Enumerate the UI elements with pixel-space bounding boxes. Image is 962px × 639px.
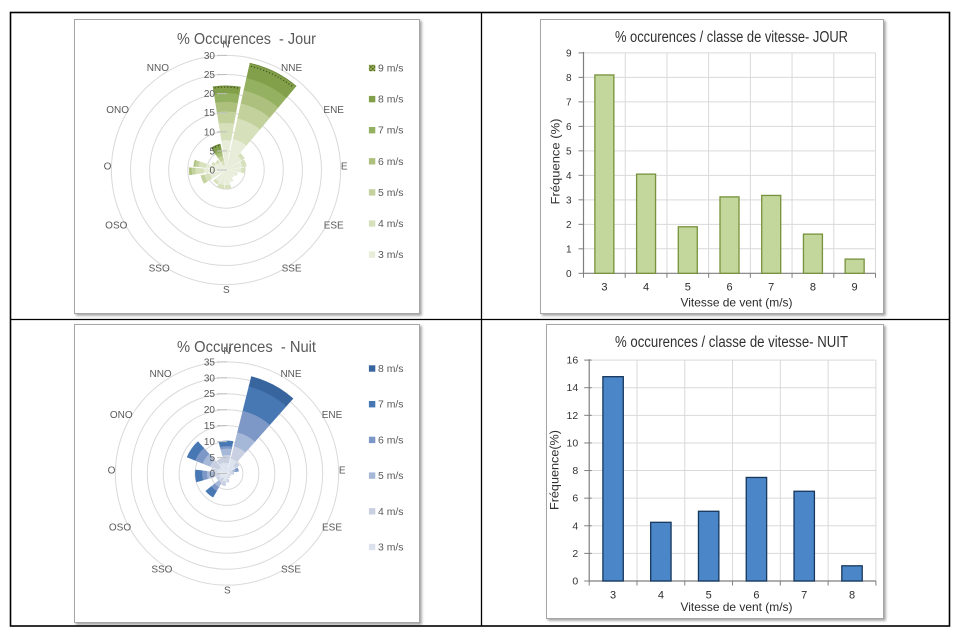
svg-text:4: 4 (572, 520, 578, 532)
svg-text:6: 6 (753, 590, 759, 602)
svg-text:N: N (222, 39, 229, 50)
svg-text:SSE: SSE (281, 564, 301, 575)
svg-text:8: 8 (572, 465, 578, 477)
svg-text:9: 9 (566, 48, 572, 59)
svg-text:% Occurences - Nuit: % Occurences - Nuit (177, 339, 317, 356)
svg-text:ENE: ENE (323, 105, 344, 116)
svg-text:3: 3 (601, 282, 607, 294)
svg-text:2: 2 (572, 548, 578, 560)
svg-text:4 m/s: 4 m/s (378, 507, 404, 518)
svg-text:20: 20 (204, 405, 216, 416)
svg-text:25: 25 (204, 70, 216, 81)
svg-text:E: E (339, 465, 346, 476)
svg-text:N: N (223, 346, 230, 357)
svg-text:Fréquence (%): Fréquence (%) (551, 118, 563, 204)
svg-text:ONO: ONO (110, 410, 133, 421)
svg-text:% occurences / classe de vites: % occurences / classe de vitesse- JOUR (615, 29, 848, 46)
svg-text:5 m/s: 5 m/s (378, 471, 404, 482)
svg-text:% Occurences - Jour: % Occurences - Jour (177, 31, 317, 48)
svg-text:9 m/s: 9 m/s (378, 64, 404, 75)
svg-text:5: 5 (209, 453, 215, 464)
svg-text:% occurences / classe de vites: % occurences / classe de vitesse- NUIT (615, 334, 848, 351)
svg-text:S: S (224, 585, 231, 596)
svg-text:6: 6 (572, 493, 578, 505)
svg-text:9: 9 (852, 282, 858, 294)
svg-text:6: 6 (726, 282, 732, 294)
svg-text:0: 0 (209, 166, 215, 177)
svg-text:E: E (341, 162, 348, 173)
svg-text:6 m/s: 6 m/s (378, 157, 404, 168)
svg-text:0: 0 (209, 469, 215, 480)
svg-text:SSO: SSO (151, 564, 172, 575)
svg-text:4: 4 (658, 590, 664, 602)
svg-text:8: 8 (810, 282, 816, 294)
svg-text:NNE: NNE (280, 369, 301, 380)
svg-text:2: 2 (566, 220, 572, 231)
svg-text:7: 7 (566, 97, 572, 108)
svg-text:7: 7 (768, 282, 774, 294)
svg-text:OSO: OSO (105, 220, 127, 231)
svg-text:3 m/s: 3 m/s (378, 250, 404, 261)
svg-text:10: 10 (204, 437, 216, 448)
svg-text:7 m/s: 7 m/s (378, 400, 404, 411)
svg-text:16: 16 (567, 355, 579, 367)
svg-text:Vitesse de vent (m/s): Vitesse de vent (m/s) (681, 296, 793, 310)
svg-text:4: 4 (566, 171, 572, 182)
svg-text:OSO: OSO (109, 523, 131, 534)
svg-text:Vitesse de vent (m/s): Vitesse de vent (m/s) (681, 600, 793, 614)
svg-text:14: 14 (567, 382, 579, 394)
svg-text:15: 15 (204, 108, 216, 119)
svg-text:15: 15 (204, 421, 216, 432)
svg-text:SSO: SSO (149, 263, 170, 274)
svg-text:5: 5 (566, 146, 572, 157)
svg-text:8 m/s: 8 m/s (378, 95, 404, 106)
svg-text:O: O (108, 465, 116, 476)
svg-text:NNE: NNE (281, 63, 302, 74)
svg-text:20: 20 (204, 89, 216, 100)
svg-text:35: 35 (204, 357, 216, 368)
svg-text:5: 5 (685, 282, 691, 294)
svg-text:6 m/s: 6 m/s (378, 435, 404, 446)
svg-text:SSE: SSE (282, 263, 302, 274)
svg-text:10: 10 (204, 127, 216, 138)
svg-text:ONO: ONO (106, 105, 129, 116)
svg-text:5: 5 (209, 146, 215, 157)
svg-text:7 m/s: 7 m/s (378, 126, 404, 137)
svg-text:5 m/s: 5 m/s (378, 188, 404, 199)
svg-text:3: 3 (610, 590, 616, 602)
svg-text:30: 30 (204, 51, 216, 62)
svg-text:7: 7 (801, 590, 807, 602)
svg-text:30: 30 (204, 373, 216, 384)
svg-text:6: 6 (566, 122, 572, 133)
svg-text:10: 10 (567, 437, 579, 449)
svg-text:8 m/s: 8 m/s (378, 364, 404, 375)
svg-text:8: 8 (849, 590, 855, 602)
svg-text:8: 8 (566, 73, 572, 84)
svg-text:NNO: NNO (147, 63, 169, 74)
svg-text:5: 5 (706, 590, 712, 602)
svg-text:NNO: NNO (149, 369, 171, 380)
svg-text:25: 25 (204, 389, 216, 400)
svg-text:ESE: ESE (324, 220, 344, 231)
svg-text:3: 3 (566, 195, 572, 206)
svg-text:S: S (223, 285, 230, 296)
svg-text:ESE: ESE (322, 523, 342, 534)
svg-text:1: 1 (566, 244, 572, 255)
svg-text:Fréquence(%): Fréquence(%) (550, 430, 562, 510)
svg-text:4: 4 (643, 282, 649, 294)
svg-text:12: 12 (567, 410, 579, 422)
svg-text:O: O (104, 162, 112, 173)
svg-text:0: 0 (572, 576, 578, 588)
svg-text:4 m/s: 4 m/s (378, 219, 404, 230)
svg-text:0: 0 (566, 269, 572, 280)
svg-text:ENE: ENE (322, 410, 343, 421)
svg-text:3 m/s: 3 m/s (378, 543, 404, 554)
